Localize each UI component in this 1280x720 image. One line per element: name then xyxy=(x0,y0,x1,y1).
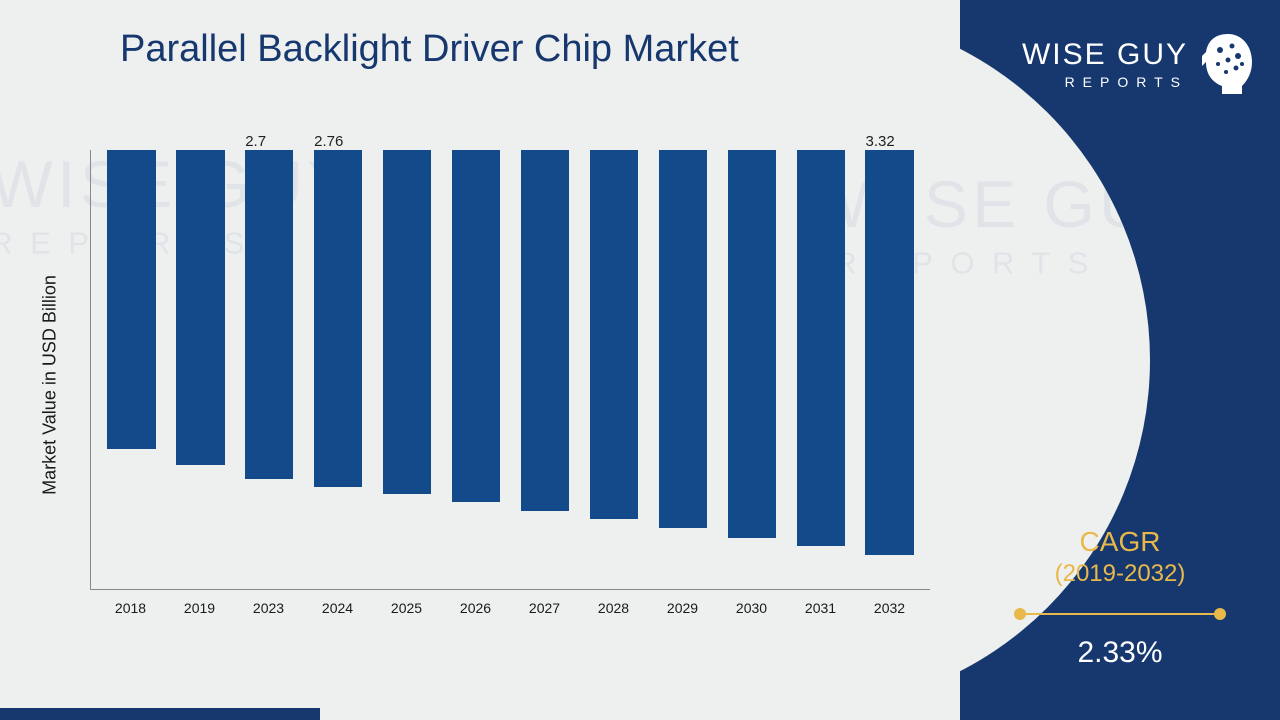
x-tick-label: 2030 xyxy=(717,594,786,620)
x-tick-label: 2023 xyxy=(234,594,303,620)
bar: 2.7 xyxy=(245,150,293,479)
chart-title: Parallel Backlight Driver Chip Market xyxy=(120,28,760,72)
bar-wrap xyxy=(786,150,855,589)
cagr-years: (2019-2032) xyxy=(988,560,1252,588)
bar-wrap xyxy=(717,150,786,589)
x-tick-label: 2029 xyxy=(648,594,717,620)
bar xyxy=(659,150,707,528)
bar-wrap xyxy=(97,150,166,589)
bar-value-label: 2.7 xyxy=(245,133,266,150)
bar-wrap xyxy=(373,150,442,589)
bar xyxy=(797,150,845,546)
y-axis-label: Market Value in USD Billion xyxy=(40,275,61,495)
brand-logo: WISE GUY REPORTS xyxy=(1022,32,1254,96)
bar-wrap xyxy=(579,150,648,589)
x-tick-label: 2031 xyxy=(786,594,855,620)
x-tick-label: 2027 xyxy=(510,594,579,620)
bar-wrap: 2.76 xyxy=(304,150,373,589)
plot-area: 2.7 2.76 3.32 xyxy=(90,150,930,590)
x-tick-label: 2018 xyxy=(96,594,165,620)
bar-value-label: 3.32 xyxy=(865,133,894,150)
bar xyxy=(452,150,500,502)
brand-logo-text: WISE GUY REPORTS xyxy=(1022,38,1188,90)
bar xyxy=(590,150,638,519)
brand-name-sub: REPORTS xyxy=(1065,74,1188,90)
x-tick-label: 2024 xyxy=(303,594,372,620)
cagr-line-bar xyxy=(1020,613,1220,615)
x-axis-labels: 2018201920232024202520262027202820292030… xyxy=(90,594,930,620)
bar-value-label: 2.76 xyxy=(314,133,343,150)
x-tick-label: 2026 xyxy=(441,594,510,620)
x-tick-label: 2032 xyxy=(855,594,924,620)
bar-wrap xyxy=(166,150,235,589)
brand-name-main: WISE GUY xyxy=(1022,38,1188,72)
bar: 3.32 xyxy=(865,150,913,555)
bar: 2.76 xyxy=(314,150,362,487)
cagr-dot-right xyxy=(1214,608,1226,620)
x-tick-label: 2019 xyxy=(165,594,234,620)
bars-container: 2.7 2.76 3.32 xyxy=(91,150,930,589)
cagr-label: CAGR xyxy=(988,526,1252,558)
bar-wrap xyxy=(442,150,511,589)
bar xyxy=(728,150,776,538)
bar-wrap xyxy=(648,150,717,589)
cagr-block: CAGR (2019-2032) 2.33% xyxy=(988,526,1252,670)
cagr-dot-left xyxy=(1014,608,1026,620)
cagr-value: 2.33% xyxy=(988,636,1252,670)
bar xyxy=(521,150,569,511)
bar-wrap: 3.32 xyxy=(855,150,924,589)
bar-chart: Market Value in USD Billion 2.72.763.32 … xyxy=(50,150,930,620)
x-tick-label: 2028 xyxy=(579,594,648,620)
bar xyxy=(107,150,155,449)
x-tick-label: 2025 xyxy=(372,594,441,620)
bar xyxy=(176,150,224,465)
bar-wrap: 2.7 xyxy=(235,150,304,589)
bar xyxy=(383,150,431,494)
bottom-accent-bar xyxy=(0,708,320,720)
brand-head-icon xyxy=(1198,32,1254,96)
infographic-page: WISE GUY REPORTS WISE GUY REPORTS Parall… xyxy=(0,0,1280,720)
cagr-divider xyxy=(1020,602,1220,626)
bar-wrap xyxy=(511,150,580,589)
